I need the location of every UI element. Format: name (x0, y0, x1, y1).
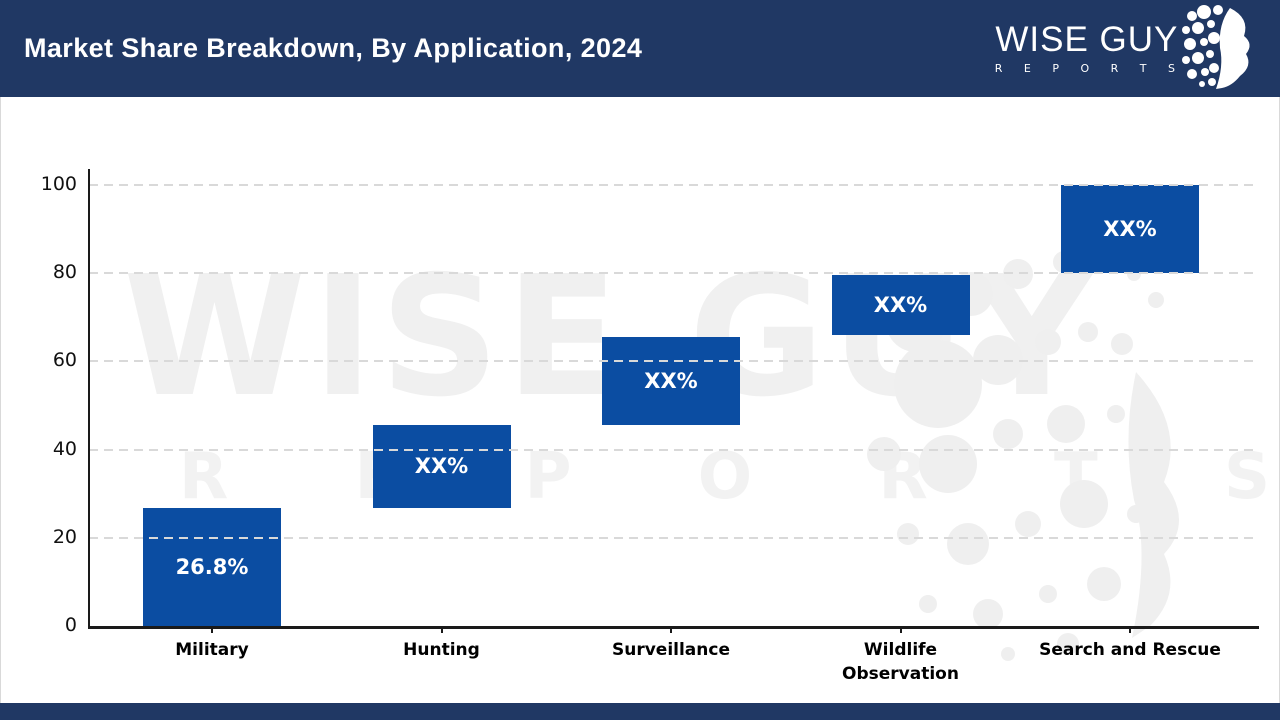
brand-head-dots-icon (1178, 4, 1256, 94)
brand-subname: R E P O R T S (994, 62, 1184, 75)
y-tick-label: 60 (52, 349, 77, 372)
footer-bar (0, 703, 1280, 720)
x-axis-line (88, 626, 1259, 629)
bar-value-label: XX% (873, 293, 928, 317)
gridline-80 (89, 272, 1259, 275)
bar-search-and-rescue: XX% (1061, 184, 1199, 274)
y-tick-label: 100 (40, 172, 77, 195)
bar-value-label: XX% (644, 368, 698, 393)
brand-logo-text: WISE GUY R E P O R T S (990, 22, 1184, 75)
bar-wildlife-observation: XX% (831, 275, 970, 335)
category-label: Wildlife Observation (842, 640, 959, 684)
gridline-40 (89, 448, 1259, 451)
x-axis-tick (899, 626, 902, 633)
y-tick-label: 0 (64, 614, 77, 636)
bar-value-label: 26.8% (175, 554, 249, 579)
bar-surveillance: XX% (602, 336, 740, 425)
brand-logo: WISE GUY R E P O R T S (990, 4, 1256, 94)
page-title: Market Share Breakdown, By Application, … (24, 33, 643, 63)
y-tick-label: 40 (52, 437, 77, 460)
bar-value-label: XX% (414, 454, 469, 479)
brand-name: WISE GUY (995, 20, 1179, 59)
gridline-100 (89, 183, 1259, 186)
x-axis-tick (1129, 626, 1131, 633)
y-tick-label: 20 (52, 525, 77, 548)
x-axis-tick (211, 626, 213, 633)
watermark-head-dots (766, 202, 1186, 686)
gridline-60 (89, 360, 1259, 363)
x-axis-tick (440, 626, 443, 633)
bar-hunting: XX% (372, 424, 511, 508)
category-label: Military (175, 640, 249, 660)
category-label: Surveillance (611, 640, 730, 660)
bar-military: 26.8% (143, 507, 281, 626)
y-axis-line (88, 169, 90, 629)
category-label: Search and Rescue (1039, 640, 1221, 660)
header-bar: Market Share Breakdown, By Application, … (0, 0, 1280, 97)
category-label: Hunting (403, 640, 480, 660)
y-tick-label: 80 (52, 261, 77, 284)
chart-area: WISE GUY R E P O R T S 26.8%MilitaryXX%H… (0, 97, 1280, 703)
gridline-20 (89, 536, 1259, 539)
x-axis-tick (670, 626, 672, 633)
bar-value-label: XX% (1103, 216, 1157, 241)
